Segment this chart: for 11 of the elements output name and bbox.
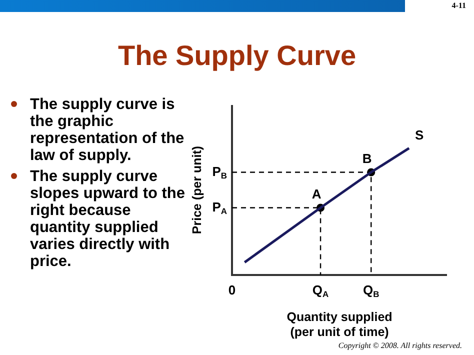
x-axis-title: Quantity supplied (per unit of time) (286, 310, 392, 339)
text: The supply curve slopes upward to the right because quantity supplied varies directly with price. (30, 168, 186, 270)
text: The supply curve is the graphic representation of the law of supply. (30, 96, 184, 164)
text: 4-11 (452, 1, 466, 10)
x-tick-label: 0 (228, 282, 236, 298)
text: Copyright © 2008. All rights reserved. (338, 341, 462, 350)
annotation: A (312, 186, 322, 202)
chart-title: The Supply Curve (116, 40, 358, 72)
series-label: S (415, 128, 424, 143)
annotation: B (362, 150, 372, 166)
y-axis-title: Price (per unit) (190, 146, 204, 234)
